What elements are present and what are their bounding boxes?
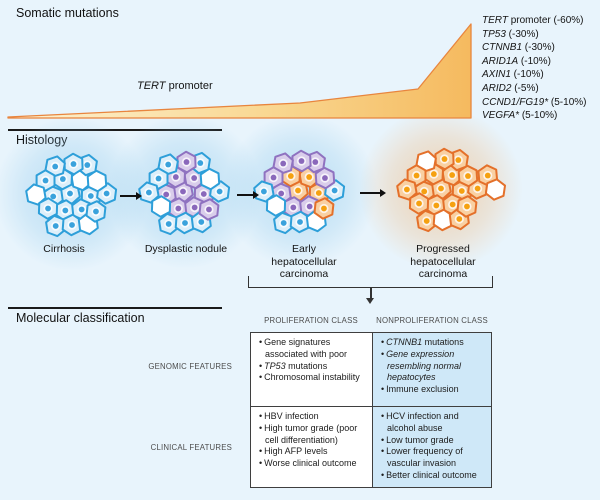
- gene-list-item: TP53 (-30%): [482, 28, 539, 40]
- stage-label-progressed-hcc: Progressed hepatocellular carcinoma: [410, 243, 476, 281]
- mutation-frequency-wedge: [7, 23, 472, 119]
- column-header-proliferation: PROLIFERATION CLASS: [264, 316, 358, 325]
- tert-gene-rest: promoter: [165, 80, 213, 92]
- feature-item: Lower frequency of vascular invasion: [378, 446, 488, 470]
- feature-item: TP53 mutations: [256, 361, 369, 373]
- gene-list-item: TERT promoter (-60%): [482, 15, 584, 26]
- feature-item: Immune exclusion: [378, 384, 488, 396]
- feature-item: High tumor grade (poor cell differentiat…: [256, 423, 369, 447]
- feature-item: Gene expression resembling normal hepato…: [378, 349, 488, 384]
- dysplastic-nodule-cells: [138, 150, 231, 236]
- tert-gene-name: TERT: [137, 80, 166, 92]
- somatic-mutations-title: Somatic mutations: [16, 6, 119, 20]
- feature-item: Chromosomal instability: [256, 372, 369, 384]
- early-hcc-cells: [253, 149, 346, 235]
- feature-item: HCV infection and alcohol abuse: [378, 411, 488, 435]
- feature-item: Low tumor grade: [378, 435, 488, 447]
- feature-item: High AFP levels: [256, 446, 369, 458]
- gene-list-item: ARID1A (-10%): [482, 55, 551, 67]
- cell-clinical-proliferation: HBV infectionHigh tumor grade (poor cell…: [251, 407, 373, 487]
- gene-list-item: ARID2 (-5%): [482, 82, 539, 94]
- gene-mutation-list: TERT promoter (-60%) TP53 (-30%) CTNNB1 (-…: [482, 14, 587, 123]
- feature-item: Better clinical outcome: [378, 470, 488, 482]
- section-divider: [8, 307, 222, 309]
- gene-list-item: CCND1/FG19* (5-10%): [482, 96, 587, 108]
- feature-item: CTNNB1 mutations: [378, 337, 488, 349]
- progressed-hcc-cells: [396, 147, 506, 233]
- stage-label-dysplastic-nodule: Dysplastic nodule: [144, 243, 228, 255]
- arrow-down-icon: [370, 288, 372, 299]
- gene-list-item: CTNNB1 (-30%): [482, 42, 555, 54]
- cirrhosis-cells: [25, 152, 118, 238]
- stage-label-cirrhosis: Cirrhosis: [43, 243, 85, 255]
- row-label-genomic-features: GENOMIC FEATURES: [148, 362, 232, 371]
- feature-item: HBV infection: [256, 411, 369, 423]
- gene-list-item: AXIN1 (-10%): [482, 69, 544, 81]
- cell-genomic-proliferation: Gene signatures associated with poorTP53…: [251, 333, 373, 407]
- molecular-classification-title: Molecular classification: [16, 311, 145, 325]
- feature-item: Worse clinical outcome: [256, 458, 369, 470]
- feature-item: Gene signatures associated with poor: [256, 337, 369, 361]
- row-label-clinical-features: CLINICAL FEATURES: [150, 443, 232, 452]
- cell-clinical-nonproliferation: HCV infection and alcohol abuseLow tumor…: [373, 407, 491, 487]
- hcc-grouping-bracket: [248, 276, 493, 288]
- arrow-right-icon: [120, 192, 142, 200]
- stage-label-early-hcc: Early hepatocellular carcinoma: [271, 243, 337, 281]
- arrow-right-icon: [237, 191, 259, 199]
- arrow-right-icon: [360, 189, 386, 197]
- tert-promoter-wedge-label: TERT promoter: [137, 80, 213, 92]
- column-header-nonproliferation: NONPROLIFERATION CLASS: [376, 316, 488, 325]
- cell-genomic-nonproliferation: CTNNB1 mutationsGene expression resembli…: [373, 333, 491, 407]
- arrow-down-head-icon: [366, 298, 374, 304]
- classification-table: Gene signatures associated with poorTP53…: [250, 332, 492, 488]
